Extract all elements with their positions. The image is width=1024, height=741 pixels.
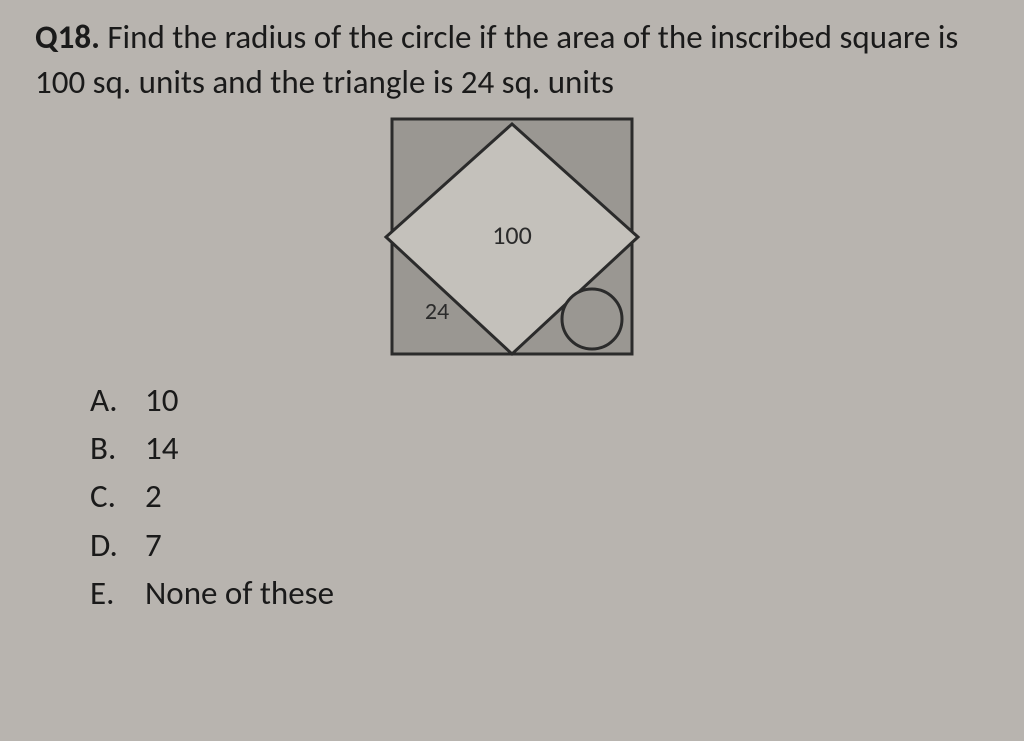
diagram-svg: 100 24 (382, 114, 642, 359)
options-list: A. 10 B. 14 C. 2 D. 7 E. None of these (90, 377, 989, 616)
option-value: 10 (145, 377, 178, 423)
inner-square-label: 100 (492, 219, 532, 251)
option-letter: B. (90, 425, 145, 471)
option-letter: C. (90, 473, 145, 519)
option-letter: E. (90, 570, 145, 616)
option-c: C. 2 (90, 473, 989, 519)
option-e: E. None of these (90, 570, 989, 616)
triangle-label: 24 (425, 297, 449, 326)
option-value: None of these (145, 570, 334, 616)
option-b: B. 14 (90, 425, 989, 471)
option-letter: D. (90, 522, 145, 568)
option-d: D. 7 (90, 522, 989, 568)
question-body: Find the radius of the circle if the are… (35, 17, 958, 102)
question-number: Q18. (35, 17, 100, 57)
option-value: 14 (145, 425, 178, 471)
option-a: A. 10 (90, 377, 989, 423)
option-value: 7 (145, 522, 162, 568)
option-letter: A. (90, 377, 145, 423)
option-value: 2 (145, 473, 162, 519)
diagram: 100 24 (382, 114, 642, 359)
circle-shape (562, 289, 622, 349)
question-text: Q18. Find the radius of the circle if th… (35, 15, 989, 104)
